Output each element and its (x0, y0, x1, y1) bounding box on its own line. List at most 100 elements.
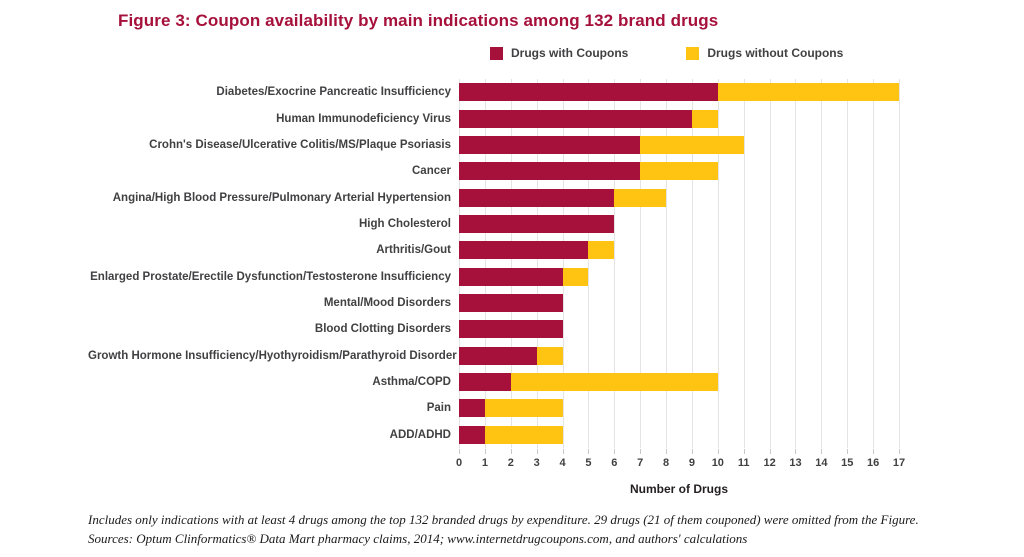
chart-row: High Cholesterol (88, 211, 900, 237)
tick-label: 6 (611, 457, 618, 469)
tick-label: 8 (662, 457, 670, 469)
tick-mark (743, 449, 745, 454)
bar-segment-with-coupons (459, 83, 718, 102)
tick-label: 1 (481, 457, 488, 469)
bar-segment-without-coupons (536, 346, 563, 365)
gridline (588, 79, 590, 448)
bar-segment-with-coupons (459, 214, 615, 233)
footnote-line-2: Sources: Optum Clinformatics® Data Mart … (88, 530, 748, 546)
bar-segment-with-coupons (459, 294, 563, 313)
chart-row: Enlarged Prostate/Erectile Dysfunction/T… (88, 264, 900, 290)
legend-label: Drugs without Coupons (707, 46, 844, 60)
tick-mark (769, 449, 771, 454)
tick-mark (614, 449, 616, 454)
chart-row: Diabetes/Exocrine Pancreatic Insufficien… (88, 79, 900, 105)
tick-label: 16 (866, 457, 880, 469)
gridline (562, 79, 564, 448)
gridline (459, 79, 460, 448)
bar-segment-without-coupons (691, 109, 718, 128)
bar-track (459, 188, 899, 207)
tick-mark (459, 449, 460, 454)
tick-mark (899, 449, 900, 454)
tick-mark (484, 449, 486, 454)
gridline (484, 79, 486, 448)
tick-mark (717, 449, 719, 454)
category-label: Pain (426, 402, 451, 415)
bar-track (459, 399, 899, 418)
gridline (640, 79, 642, 448)
bar-track (459, 83, 899, 102)
category-label: Asthma/COPD (372, 376, 451, 389)
x-axis-label: Number of Drugs (629, 482, 728, 496)
bar-track (459, 214, 899, 233)
gridline (666, 79, 668, 448)
tick-mark (640, 449, 642, 454)
tick-label: 17 (892, 457, 906, 469)
chart-area: Diabetes/Exocrine Pancreatic Insufficien… (88, 79, 905, 496)
gridline (743, 79, 745, 448)
bar-track (459, 109, 899, 128)
bar-segment-with-coupons (459, 373, 511, 392)
category-label: ADD/ADHD (389, 428, 451, 441)
category-label: Mental/Mood Disorders (323, 297, 451, 310)
bar-segment-with-coupons (459, 267, 563, 286)
tick-mark (666, 449, 668, 454)
category-label: Enlarged Prostate/Erectile Dysfunction/T… (90, 270, 451, 283)
gridline (510, 79, 512, 448)
tick-mark (691, 449, 693, 454)
chart-row: Arthritis/Gout (88, 237, 900, 263)
tick-label: 0 (455, 457, 463, 469)
tick-label: 10 (711, 457, 724, 469)
tick-label: 13 (789, 457, 802, 469)
category-label: Angina/High Blood Pressure/Pulmonary Art… (112, 191, 451, 204)
without-coupons-swatch-icon (686, 46, 700, 60)
bar-segment-without-coupons (484, 425, 563, 444)
tick-label: 2 (507, 457, 514, 469)
gridline (691, 79, 693, 448)
bar-track (459, 267, 899, 286)
gridline (717, 79, 719, 448)
gridline (821, 79, 823, 448)
tick-mark (562, 449, 564, 454)
bar-track (459, 425, 899, 444)
x-axis: 0 1 2 3 4 5 6 7 8 9 10 11 12 13 14 15 16 17 (455, 448, 905, 478)
tick-mark (588, 449, 590, 454)
bar-track (459, 162, 899, 181)
tick-label: 4 (559, 457, 566, 469)
bar-segment-without-coupons (484, 399, 563, 418)
bar-segment-without-coupons (640, 162, 718, 181)
legend-item-with-coupons: Drugs with Coupons (490, 46, 628, 60)
chart-row: Growth Hormone Insufficiency/Hyothyroidi… (88, 343, 900, 369)
tick-mark (873, 449, 875, 454)
category-label: Crohn's Disease/Ulcerative Colitis/MS/Pl… (149, 138, 451, 151)
tick-label: 5 (585, 457, 592, 469)
gridline (795, 79, 797, 448)
tick-mark (536, 449, 538, 454)
tick-label: 9 (688, 457, 695, 469)
tick-mark (795, 449, 797, 454)
chart-row: Human Immunodeficiency Virus (88, 105, 900, 131)
gridline (769, 79, 771, 448)
legend-label: Drugs with Coupons (511, 46, 629, 60)
chart-row: Mental/Mood Disorders (88, 290, 900, 316)
category-label: Blood Clotting Disorders (314, 323, 451, 336)
gridline (847, 79, 849, 448)
legend: Drugs with Coupons Drugs without Coupons (490, 46, 843, 60)
grid-lines (459, 79, 900, 448)
chart-row: Crohn's Disease/Ulcerative Colitis/MS/Pl… (88, 132, 900, 158)
bar-track (459, 294, 899, 313)
gridline (873, 79, 875, 448)
chart-row: Cancer (88, 158, 900, 184)
tick-mark (821, 449, 823, 454)
tick-label: 14 (815, 457, 828, 469)
bar-segment-without-coupons (562, 267, 589, 286)
bar-track (459, 373, 899, 392)
tick-label: 7 (637, 457, 644, 469)
chart-row: Pain (88, 395, 900, 421)
tick-label: 11 (737, 457, 750, 469)
bar-segment-without-coupons (717, 83, 899, 102)
footnote-line-1: Includes only indications with at least … (88, 512, 919, 527)
chart-rows: Diabetes/Exocrine Pancreatic Insufficien… (88, 79, 900, 448)
bar-segment-with-coupons (459, 188, 615, 207)
